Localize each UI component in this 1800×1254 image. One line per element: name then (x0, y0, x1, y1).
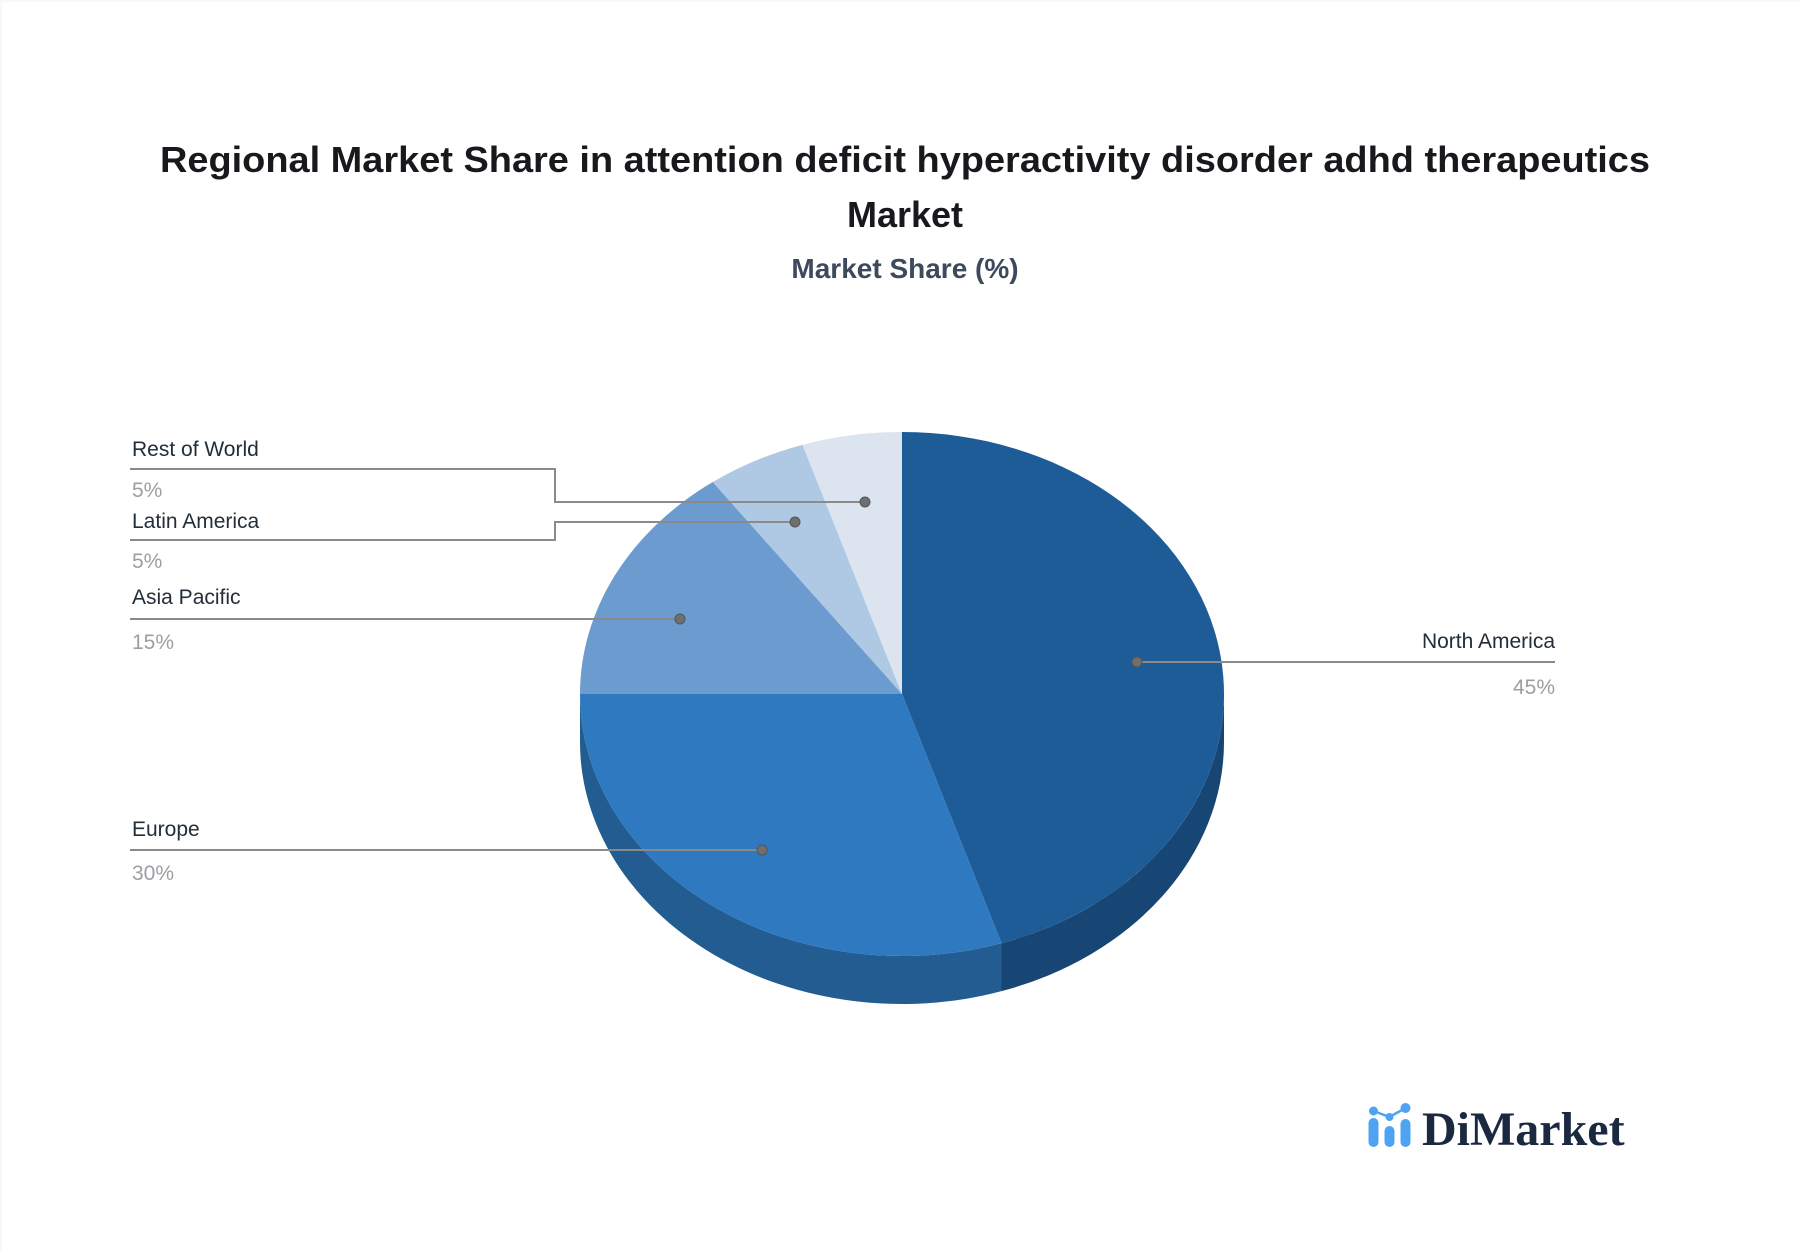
slice-label-north-america: North America (1422, 630, 1555, 653)
chart-subtitle: Market Share (%) (791, 253, 1018, 284)
pie-slice-europe[interactable] (580, 694, 1002, 957)
chart-title-line1: Regional Market Share in attention defic… (160, 139, 1650, 180)
leader-line-latin-america (130, 521, 795, 541)
logo-text: DiMarket (1422, 1103, 1625, 1156)
slice-value-europe: 30% (132, 862, 174, 885)
logo-bar-sparkline-icon (1368, 1103, 1411, 1147)
slice-label-asia-pacific: Asia Pacific (132, 586, 241, 609)
pie-slice-side-europe (580, 694, 1002, 1005)
pie-slice-latin-america[interactable] (712, 444, 902, 694)
slice-value-rest-of-world: 5% (132, 479, 162, 502)
leader-dot-latin-america (789, 516, 801, 528)
slice-labels: North America 45% Europe 30% Asia Pacific 15%… (132, 438, 1555, 885)
pie-slice-asia-pacific[interactable] (580, 482, 902, 694)
pie-3d-sides (580, 694, 1224, 1005)
brand-logo: DiMarket (1368, 1103, 1625, 1156)
leader-dot-rest-of-world (859, 496, 871, 508)
slice-label-europe: Europe (132, 818, 200, 841)
pie-slice-side-north-america (1001, 694, 1224, 992)
slice-value-latin-america: 5% (132, 550, 162, 573)
pie-slices (580, 431, 1225, 957)
slice-label-rest-of-world: Rest of World (132, 438, 259, 461)
slice-value-asia-pacific: 15% (132, 631, 174, 654)
slice-value-north-america: 45% (1513, 676, 1555, 699)
slice-label-latin-america: Latin America (132, 510, 260, 533)
pie-slice-rest-of-world[interactable] (802, 432, 903, 694)
leader-dot-asia-pacific (674, 613, 686, 625)
leader-dot-north-america (1131, 656, 1143, 668)
leader-dot-europe (756, 844, 768, 856)
chart-title-line2: Market (847, 194, 963, 235)
leader-line-rest-of-world (130, 468, 865, 503)
leader-lines (130, 468, 1555, 856)
pie-slice-north-america[interactable] (902, 431, 1225, 944)
